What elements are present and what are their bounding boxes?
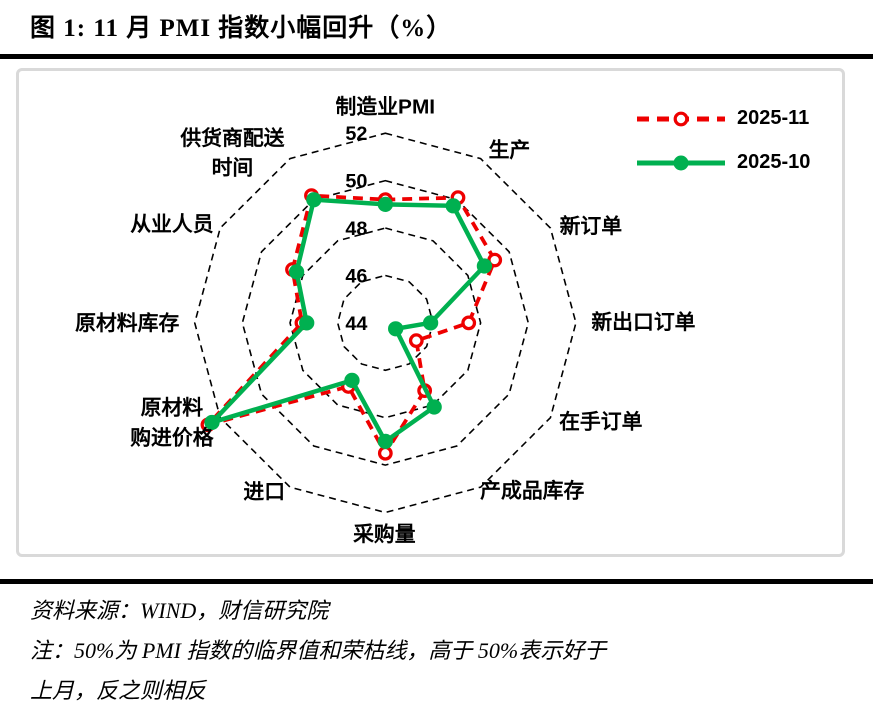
marker-2025-10-原材料库存	[299, 315, 315, 331]
note-line-2: 上月，反之则相反	[30, 678, 207, 703]
marker-2025-10-从业人员	[288, 264, 305, 280]
marker-2025-10-新出口订单	[422, 315, 439, 331]
axis-label-原材料库存: 原材料库存	[75, 311, 179, 335]
marker-2025-10-供货商配送时间	[306, 192, 322, 208]
note-line-1: 注：50%为 PMI 指数的临界值和荣枯线，高于 50%表示好于	[30, 638, 607, 663]
axis-label-供货商配送时间: 供货商配送时间	[179, 126, 284, 180]
marker-2025-11-在手订单	[408, 333, 424, 349]
tick-label-46: 46	[345, 265, 367, 287]
marker-2025-10-采购量	[377, 433, 393, 450]
legend-label-2025-10: 2025-10	[737, 151, 811, 173]
marker-2025-10-产成品库存	[426, 399, 442, 415]
marker-2025-10-新订单	[476, 258, 493, 274]
chart-panel: 44 46 48 50 52 制造业PMI 生产新订单新出口订单在手订单产成品库存采购量 进口…	[16, 68, 845, 557]
legend-solid-green-line-icon	[637, 155, 725, 170]
marker-2025-11-采购量	[377, 445, 393, 461]
axis-label-进口: 进口	[243, 481, 285, 504]
tick-label-50: 50	[345, 171, 367, 193]
axis-label-制造业PMI: 制造业PMI	[336, 95, 436, 119]
page-title: 图 1: 11 月 PMI 指数小幅回升（%）	[30, 15, 453, 42]
tick-label-44: 44	[345, 313, 367, 335]
legend-dashed-red-line-icon	[637, 111, 725, 126]
legend-item-2025-11: 2025-11	[635, 107, 810, 130]
marker-2025-10-生产	[445, 198, 461, 214]
marker-2025-10-原材料购进价格	[204, 414, 220, 431]
marker-2025-10-在手订单	[388, 321, 404, 337]
grid-ring-52	[193, 132, 577, 514]
axis-label-采购量: 采购量	[353, 522, 416, 546]
footer: 资料来源：WIND，财信研究院 注：50%为 PMI 指数的临界值和荣枯线，高于…	[30, 591, 606, 711]
grid-ring-50	[241, 179, 530, 466]
axis-label-从业人员: 从业人员	[130, 212, 213, 236]
axis-label-新出口订单: 新出口订单	[591, 310, 695, 334]
grid-ring-46	[336, 274, 434, 372]
axis-label-在手订单: 在手订单	[559, 410, 643, 434]
tick-label-52: 52	[345, 123, 367, 145]
axis-label-生产: 生产	[489, 138, 531, 162]
axis-label-原材料购进价格: 原材料购进价格	[130, 396, 215, 450]
title-separator	[0, 54, 873, 59]
marker-2025-10-进口	[344, 372, 360, 388]
marker-2025-10-制造业PMI	[377, 196, 393, 212]
legend: 2025-11 2025-10	[635, 107, 810, 174]
tick-label-48: 48	[345, 218, 367, 240]
footer-separator	[0, 579, 873, 584]
legend-label-2025-11: 2025-11	[737, 107, 810, 129]
axis-label-新订单: 新订单	[560, 214, 623, 238]
axis-label-产成品库存: 产成品库存	[480, 479, 584, 503]
legend-item-2025-10: 2025-10	[635, 151, 810, 174]
source-line: 资料来源：WIND，财信研究院	[30, 598, 329, 623]
marker-2025-11-新出口订单	[461, 315, 477, 331]
